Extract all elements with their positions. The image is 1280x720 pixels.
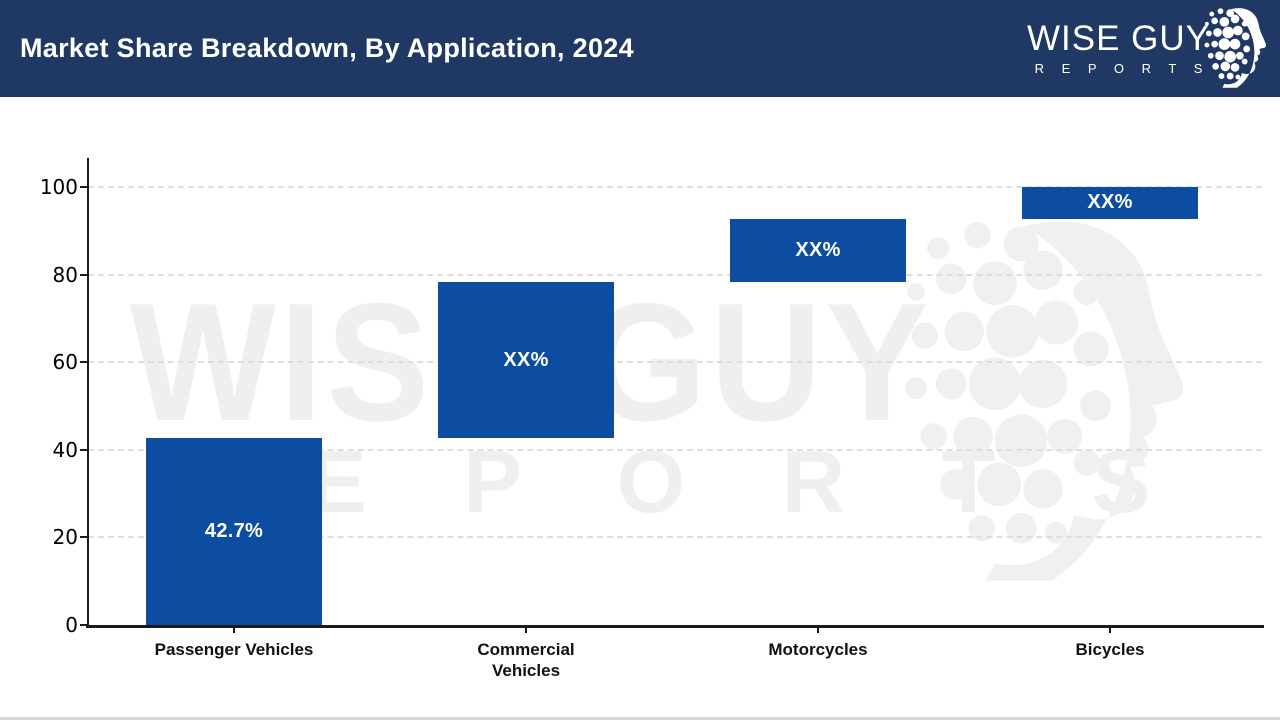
bar-commercial-vehicles: XX% (438, 282, 614, 438)
x-category-label-2: Motorcycles (768, 640, 868, 659)
bottom-border (0, 717, 1280, 720)
x-category-label-1: Commercial Vehicles (477, 640, 575, 681)
logo-text: WISE GUY R E P O R T S (1027, 21, 1210, 76)
bar-passenger-vehicles: 42.7% (146, 437, 322, 625)
gridline-20 (88, 536, 1262, 539)
logo-subtext: R E P O R T S (1034, 61, 1210, 76)
y-tick-20 (80, 536, 88, 539)
bar-motorcycles: XX% (730, 218, 906, 283)
y-tick-100 (80, 186, 88, 188)
x-tick-3 (1109, 625, 1111, 633)
x-tick-2 (817, 625, 819, 633)
y-axis-line (87, 158, 89, 628)
x-tick-0 (233, 625, 235, 633)
y-tick-label-40: 40 (52, 437, 78, 462)
bar-value-label: XX% (503, 348, 549, 371)
bar-value-label: XX% (795, 239, 841, 261)
page-title: Market Share Breakdown, By Application, … (20, 33, 634, 63)
gridline-60 (88, 361, 1262, 364)
y-tick-0 (80, 624, 88, 626)
brand-logo: WISE GUY R E P O R T S (1027, 5, 1267, 93)
y-tick-40 (80, 448, 88, 451)
x-category-label-0: Passenger Vehicles (154, 640, 314, 659)
bar-bicycles: XX% (1022, 187, 1198, 219)
gridline-80 (88, 273, 1262, 276)
x-tick-1 (525, 625, 527, 633)
x-axis-line (86, 625, 1264, 628)
gridline-100 (88, 186, 1262, 188)
x-category-label-3: Bicycles (1075, 640, 1145, 659)
y-tick-label-0: 0 (65, 613, 78, 637)
y-tick-label-60: 60 (52, 350, 78, 375)
bar-value-label: 42.7% (204, 519, 264, 542)
logo-face-icon (1204, 5, 1267, 93)
logo-wordmark: WISE GUY (1026, 19, 1210, 58)
header-bar: Market Share Breakdown, By Application, … (0, 0, 1280, 97)
y-tick-label-100: 100 (39, 175, 78, 199)
y-tick-80 (80, 273, 88, 276)
bar-value-label: XX% (1087, 191, 1133, 214)
y-tick-label-80: 80 (52, 262, 78, 287)
gridline-40 (88, 448, 1262, 451)
head-profile-dots-icon (1204, 7, 1267, 88)
y-tick-label-20: 20 (52, 525, 78, 550)
y-tick-60 (80, 361, 88, 364)
